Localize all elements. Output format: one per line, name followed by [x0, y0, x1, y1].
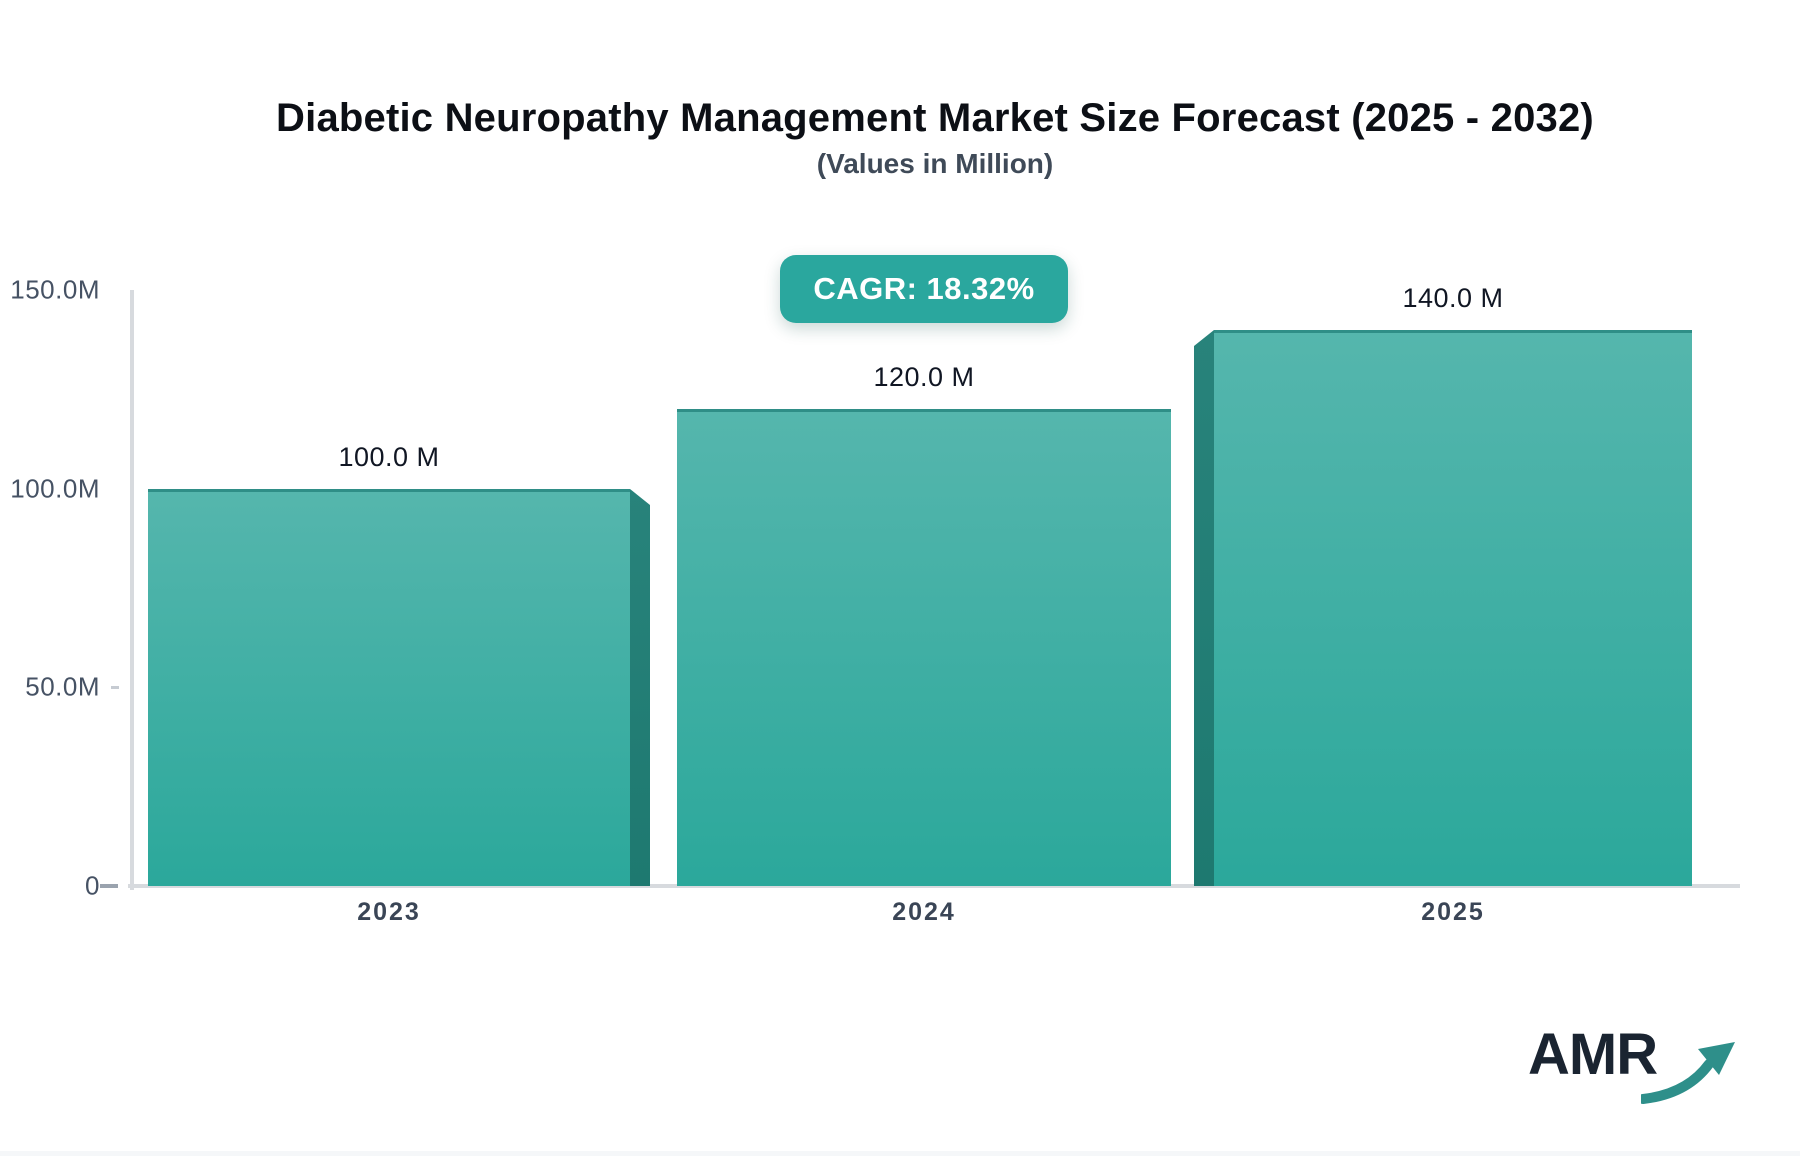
- amr-logo[interactable]: AMR: [1528, 1026, 1741, 1106]
- y-axis-tick-label: 0: [85, 870, 100, 901]
- y-axis-tick-label: 50.0M: [25, 671, 100, 702]
- bar-3d-side-2025: [1194, 330, 1214, 886]
- x-axis-label: 2024: [892, 898, 956, 926]
- y-axis-tick-mark: [111, 686, 119, 690]
- bar-value-label: 120.0 M: [873, 362, 975, 392]
- page-bottom-strip: [0, 1151, 1800, 1156]
- bar-2023[interactable]: [148, 489, 630, 886]
- amr-logo-text: AMR: [1528, 1022, 1658, 1087]
- bar-3d-side-2023: [630, 489, 650, 886]
- x-axis-label: 2025: [1421, 898, 1485, 926]
- y-axis-tick-label: 100.0M: [10, 473, 100, 504]
- cagr-badge: CAGR: 18.32%: [780, 255, 1068, 323]
- bar-value-label: 140.0 M: [1402, 283, 1504, 313]
- y-axis-tick-mark: [100, 884, 118, 888]
- chart-subtitle: (Values in Million): [816, 148, 1054, 179]
- x-axis-label: 2023: [357, 898, 421, 926]
- bar-2024[interactable]: [677, 409, 1171, 886]
- growth-arrow-icon: [1641, 1042, 1736, 1104]
- x-axis-line: [128, 884, 1740, 888]
- bar-2025[interactable]: [1214, 330, 1692, 886]
- bar-value-label: 100.0 M: [338, 442, 440, 472]
- chart-title: Diabetic Neuropathy Management Market Si…: [276, 96, 1594, 140]
- y-axis-line: [130, 290, 134, 890]
- cagr-badge-label: CAGR: 18.32%: [813, 271, 1035, 306]
- y-axis-tick-label: 150.0M: [10, 274, 100, 305]
